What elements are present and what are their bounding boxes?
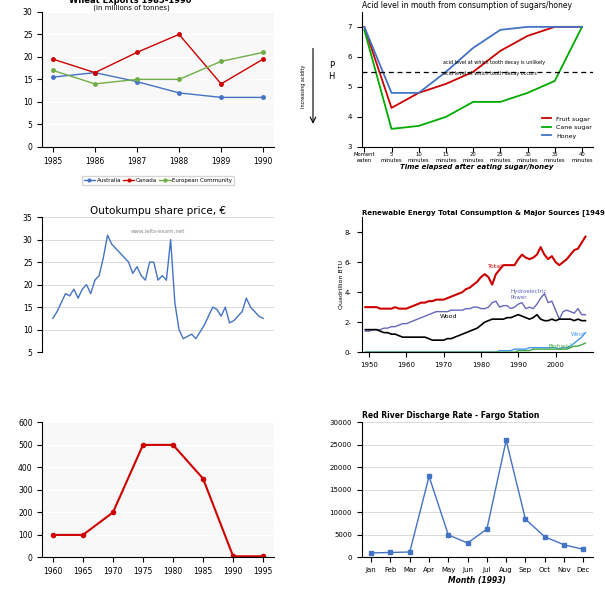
Line: Australia: Australia [51,71,265,99]
X-axis label: Time elapsed after eating sugar/honey: Time elapsed after eating sugar/honey [401,164,554,170]
Australia [133,78,140,85]
Text: Wheat Exports 1985-1990: Wheat Exports 1985-1990 [69,0,192,5]
Cane sugar [415,122,422,129]
Australia [49,74,56,81]
Fruit sugar [361,23,368,30]
European Community [260,49,267,56]
European Community [91,80,99,87]
Canada [175,31,183,38]
Canada [217,80,224,87]
Canada [91,69,99,76]
Text: Total: Total [488,264,503,269]
Line: Canada: Canada [51,33,265,85]
European Community [49,67,56,74]
Australia [217,94,224,101]
Cane sugar [469,98,477,106]
Text: P: P [329,62,334,71]
Text: (in millions of tonnes): (in millions of tonnes) [91,4,169,11]
Fruit sugar [415,90,422,97]
Line: Cane sugar: Cane sugar [364,27,582,129]
X-axis label: Month (1993): Month (1993) [448,576,506,585]
Honey [551,23,558,30]
Honey [442,68,450,75]
Cane sugar [442,113,450,120]
Cane sugar [524,90,531,97]
Australia [260,94,267,101]
Honey [361,23,368,30]
Fruit sugar [551,23,558,30]
Line: Honey: Honey [364,27,582,93]
Canada [260,56,267,63]
Cane sugar [497,98,504,106]
Honey [497,26,504,33]
Text: Biofuels²: Biofuels² [548,345,572,349]
European Community [217,58,224,65]
Cane sugar [388,125,395,132]
Honey [388,90,395,97]
Text: Hydroelectric
Power: Hydroelectric Power [511,289,548,300]
Line: Fruit sugar: Fruit sugar [364,27,582,108]
Cane sugar [551,77,558,84]
Text: Renewable Energy Total Consumption & Major Sources [1949 -2008]: Renewable Energy Total Consumption & Maj… [362,209,605,216]
Text: Acid level in mouth from consumption of sugars/honey: Acid level in mouth from consumption of … [362,1,572,9]
Text: Increasing acidity: Increasing acidity [301,65,306,108]
Text: Red River Discharge Rate - Fargo Station: Red River Discharge Rate - Fargo Station [362,411,539,420]
Text: H: H [329,72,335,81]
Title: Outokumpu share price, €: Outokumpu share price, € [90,206,226,216]
Legend: Fruit sugar, Cane sugar, Honey: Fruit sugar, Cane sugar, Honey [539,114,594,141]
Fruit sugar [497,47,504,55]
Fruit sugar [442,80,450,87]
Honey [469,44,477,52]
European Community [175,76,183,83]
Y-axis label: Quadrillion BTU: Quadrillion BTU [338,260,344,309]
Canada [133,49,140,56]
Line: European Community: European Community [51,50,265,85]
Cane sugar [578,23,586,30]
Australia [175,90,183,97]
European Community [133,76,140,83]
Fruit sugar [388,104,395,111]
Honey [524,23,531,30]
Canada [49,56,56,63]
Legend: Australia, Canada, European Community: Australia, Canada, European Community [82,176,234,184]
Text: Wind: Wind [571,331,584,337]
Text: Wood: Wood [440,314,457,318]
Cane sugar [361,26,368,33]
Australia [91,69,99,76]
Text: www.ielts-exam.net: www.ielts-exam.net [131,229,185,234]
Text: acid level at which tooth decay is unlikely: acid level at which tooth decay is unlik… [443,60,545,65]
Honey [578,23,586,30]
Text: acid level at which tooth decay occurs: acid level at which tooth decay occurs [443,72,537,76]
Fruit sugar [469,68,477,75]
Honey [415,90,422,97]
Fruit sugar [578,23,586,30]
Fruit sugar [524,32,531,39]
